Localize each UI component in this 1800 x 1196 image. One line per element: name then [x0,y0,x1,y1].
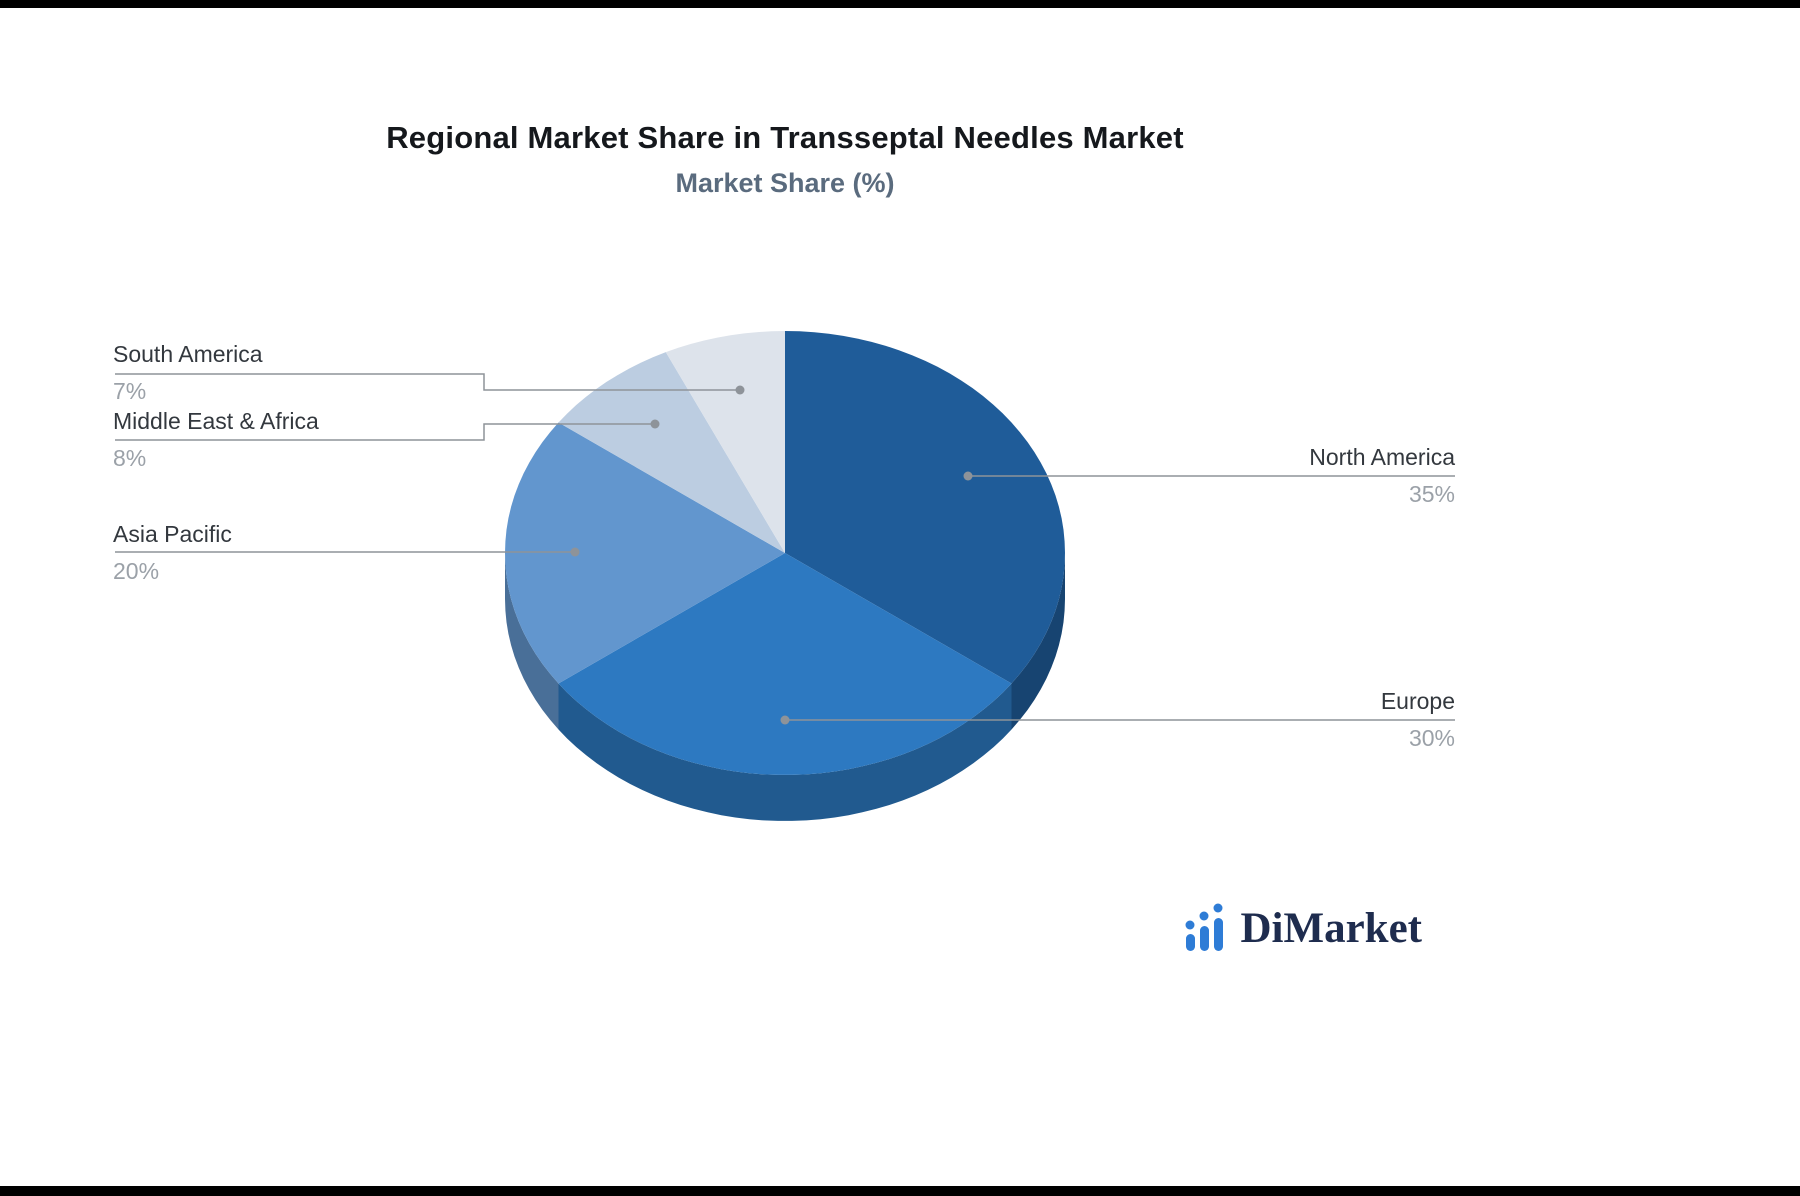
label-asia-pacific: Asia Pacific [113,521,232,547]
logo-wordmark: DiMarket [1240,904,1423,952]
pie-slice-north-america[interactable] [785,331,1065,684]
value-asia-pacific: 20% [113,558,160,584]
value-north-america: 35% [1408,481,1455,507]
callout-line-middle-east-africa [115,419,660,441]
pie-side-europe [558,683,1012,821]
callout-line-asia-pacific [115,547,580,557]
label-north-america: North America [1309,444,1455,470]
pie-side-north-america [1011,553,1065,730]
label-europe: Europe [1380,688,1455,714]
pie-slices [505,331,1065,821]
label-south-america: South America [113,341,263,367]
callout-line-north-america [963,471,1455,481]
value-south-america: 7% [113,378,147,404]
value-middle-east-africa: 8% [113,445,147,471]
callout-line-south-america [115,373,745,395]
pie-slice-middle-east-africa[interactable] [558,352,786,553]
label-middle-east-africa: Middle East & Africa [113,408,319,434]
value-europe: 30% [1408,725,1455,751]
pie-side-asia-pacific [505,553,559,730]
bar-chart-icon [1185,903,1223,951]
top-letterbox-bar [0,0,1800,8]
bottom-letterbox-bar [0,1186,1800,1196]
chart-subtitle: Market Share (%) [675,168,895,198]
chart-title: Regional Market Share in Transseptal Nee… [386,120,1184,155]
dimarket-logo: DiMarket [1181,903,1423,953]
pie-slice-south-america[interactable] [665,331,785,553]
pie-slice-asia-pacific[interactable] [505,422,785,684]
callout-line-europe [780,715,1455,725]
